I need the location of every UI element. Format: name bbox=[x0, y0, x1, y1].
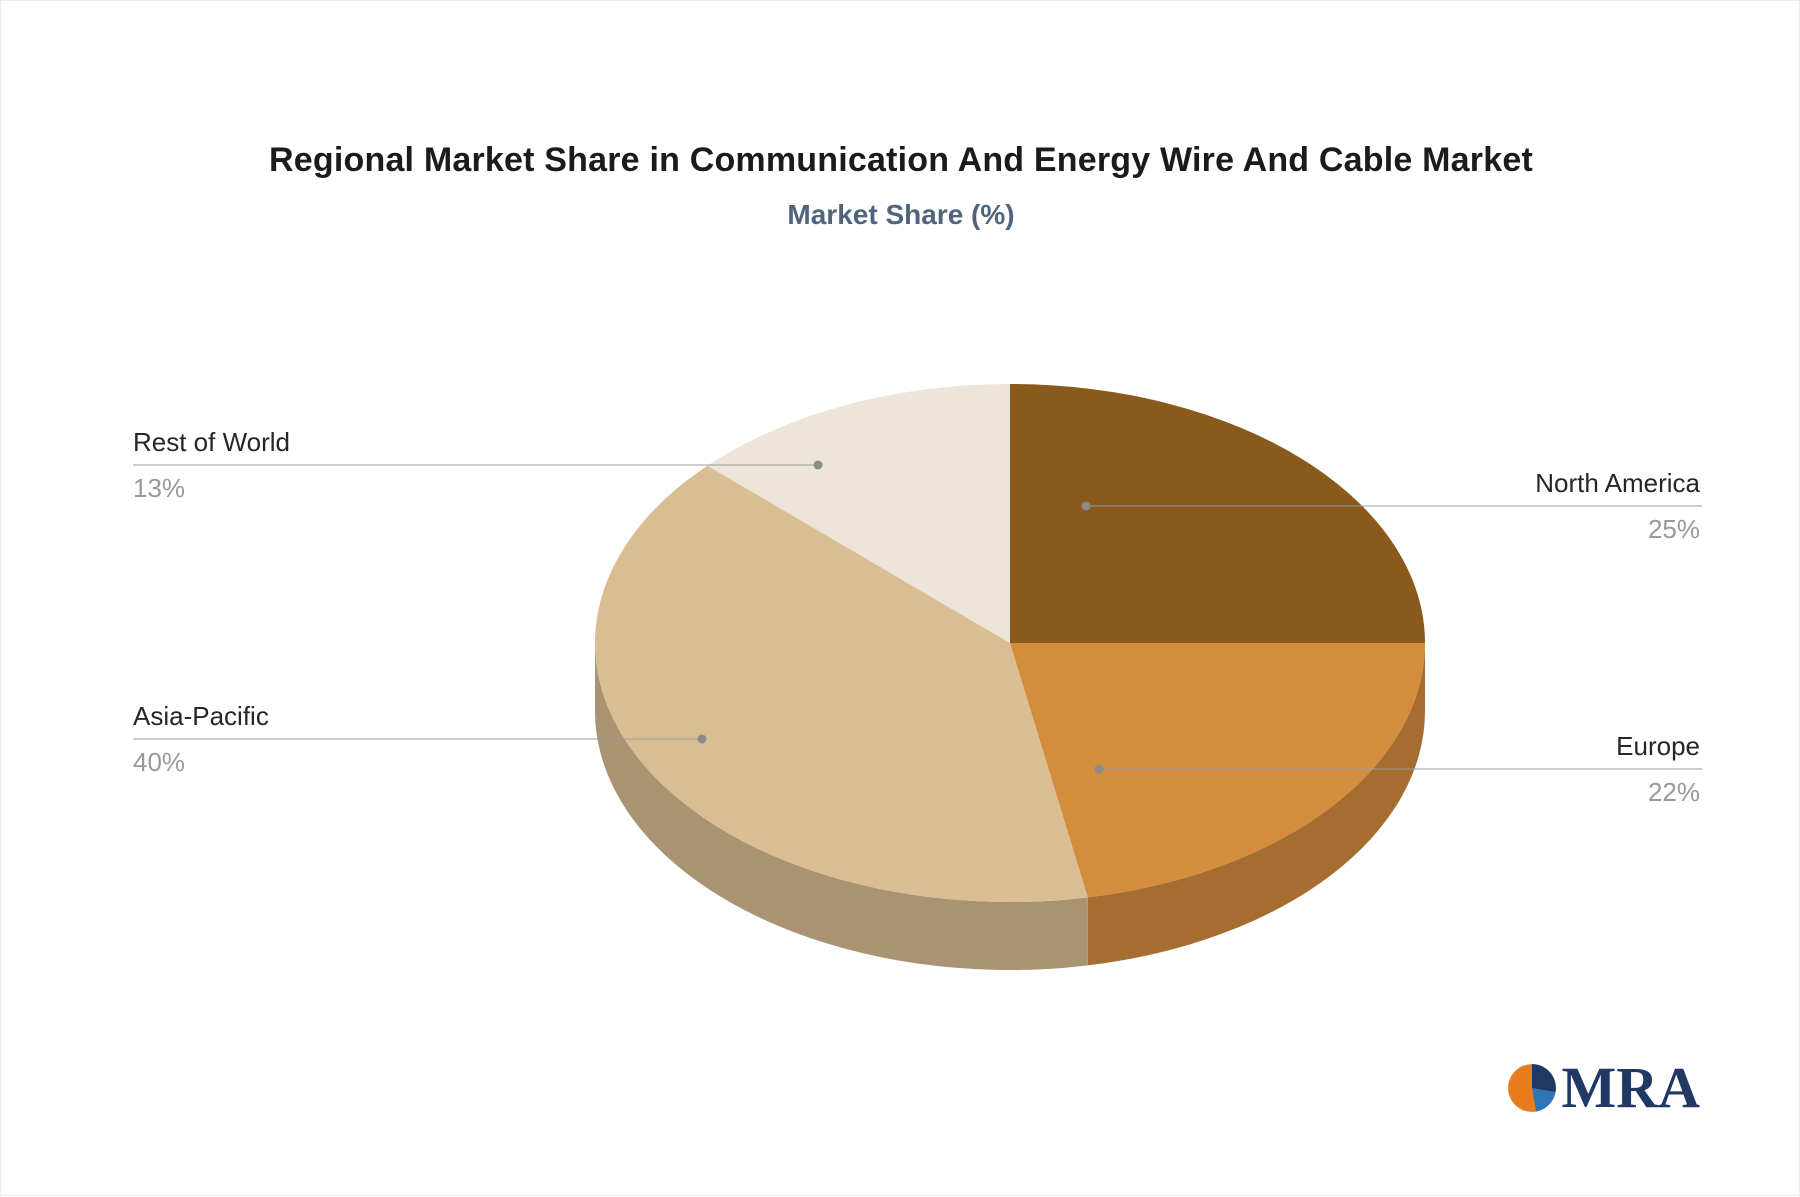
value-label-rest-of-world: 13% bbox=[133, 473, 186, 503]
brand-logo: MRA bbox=[1505, 1059, 1700, 1117]
brand-text: MRA bbox=[1561, 1055, 1700, 1120]
value-label-europe: 22% bbox=[1647, 777, 1700, 807]
callout-rest-of-world: Rest of World 13% bbox=[133, 425, 513, 503]
chart-subtitle: Market Share (%) bbox=[787, 199, 1015, 230]
chart-title: Regional Market Share in Communication A… bbox=[269, 141, 1533, 179]
value-label-asia-pacific: 40% bbox=[133, 747, 186, 777]
category-label-rest-of-world: Rest of World bbox=[133, 427, 291, 457]
category-label-asia-pacific: Asia-Pacific bbox=[133, 701, 269, 731]
category-label-europe: Europe bbox=[1616, 731, 1700, 761]
category-label-north-america: North America bbox=[1535, 468, 1700, 498]
value-label-north-america: 25% bbox=[1647, 514, 1700, 544]
callout-asia-pacific: Asia-Pacific 40% bbox=[133, 699, 513, 777]
callout-north-america: North America 25% bbox=[1320, 466, 1700, 544]
callout-europe: Europe 22% bbox=[1320, 729, 1700, 807]
brand-pie-icon bbox=[1508, 1064, 1557, 1112]
